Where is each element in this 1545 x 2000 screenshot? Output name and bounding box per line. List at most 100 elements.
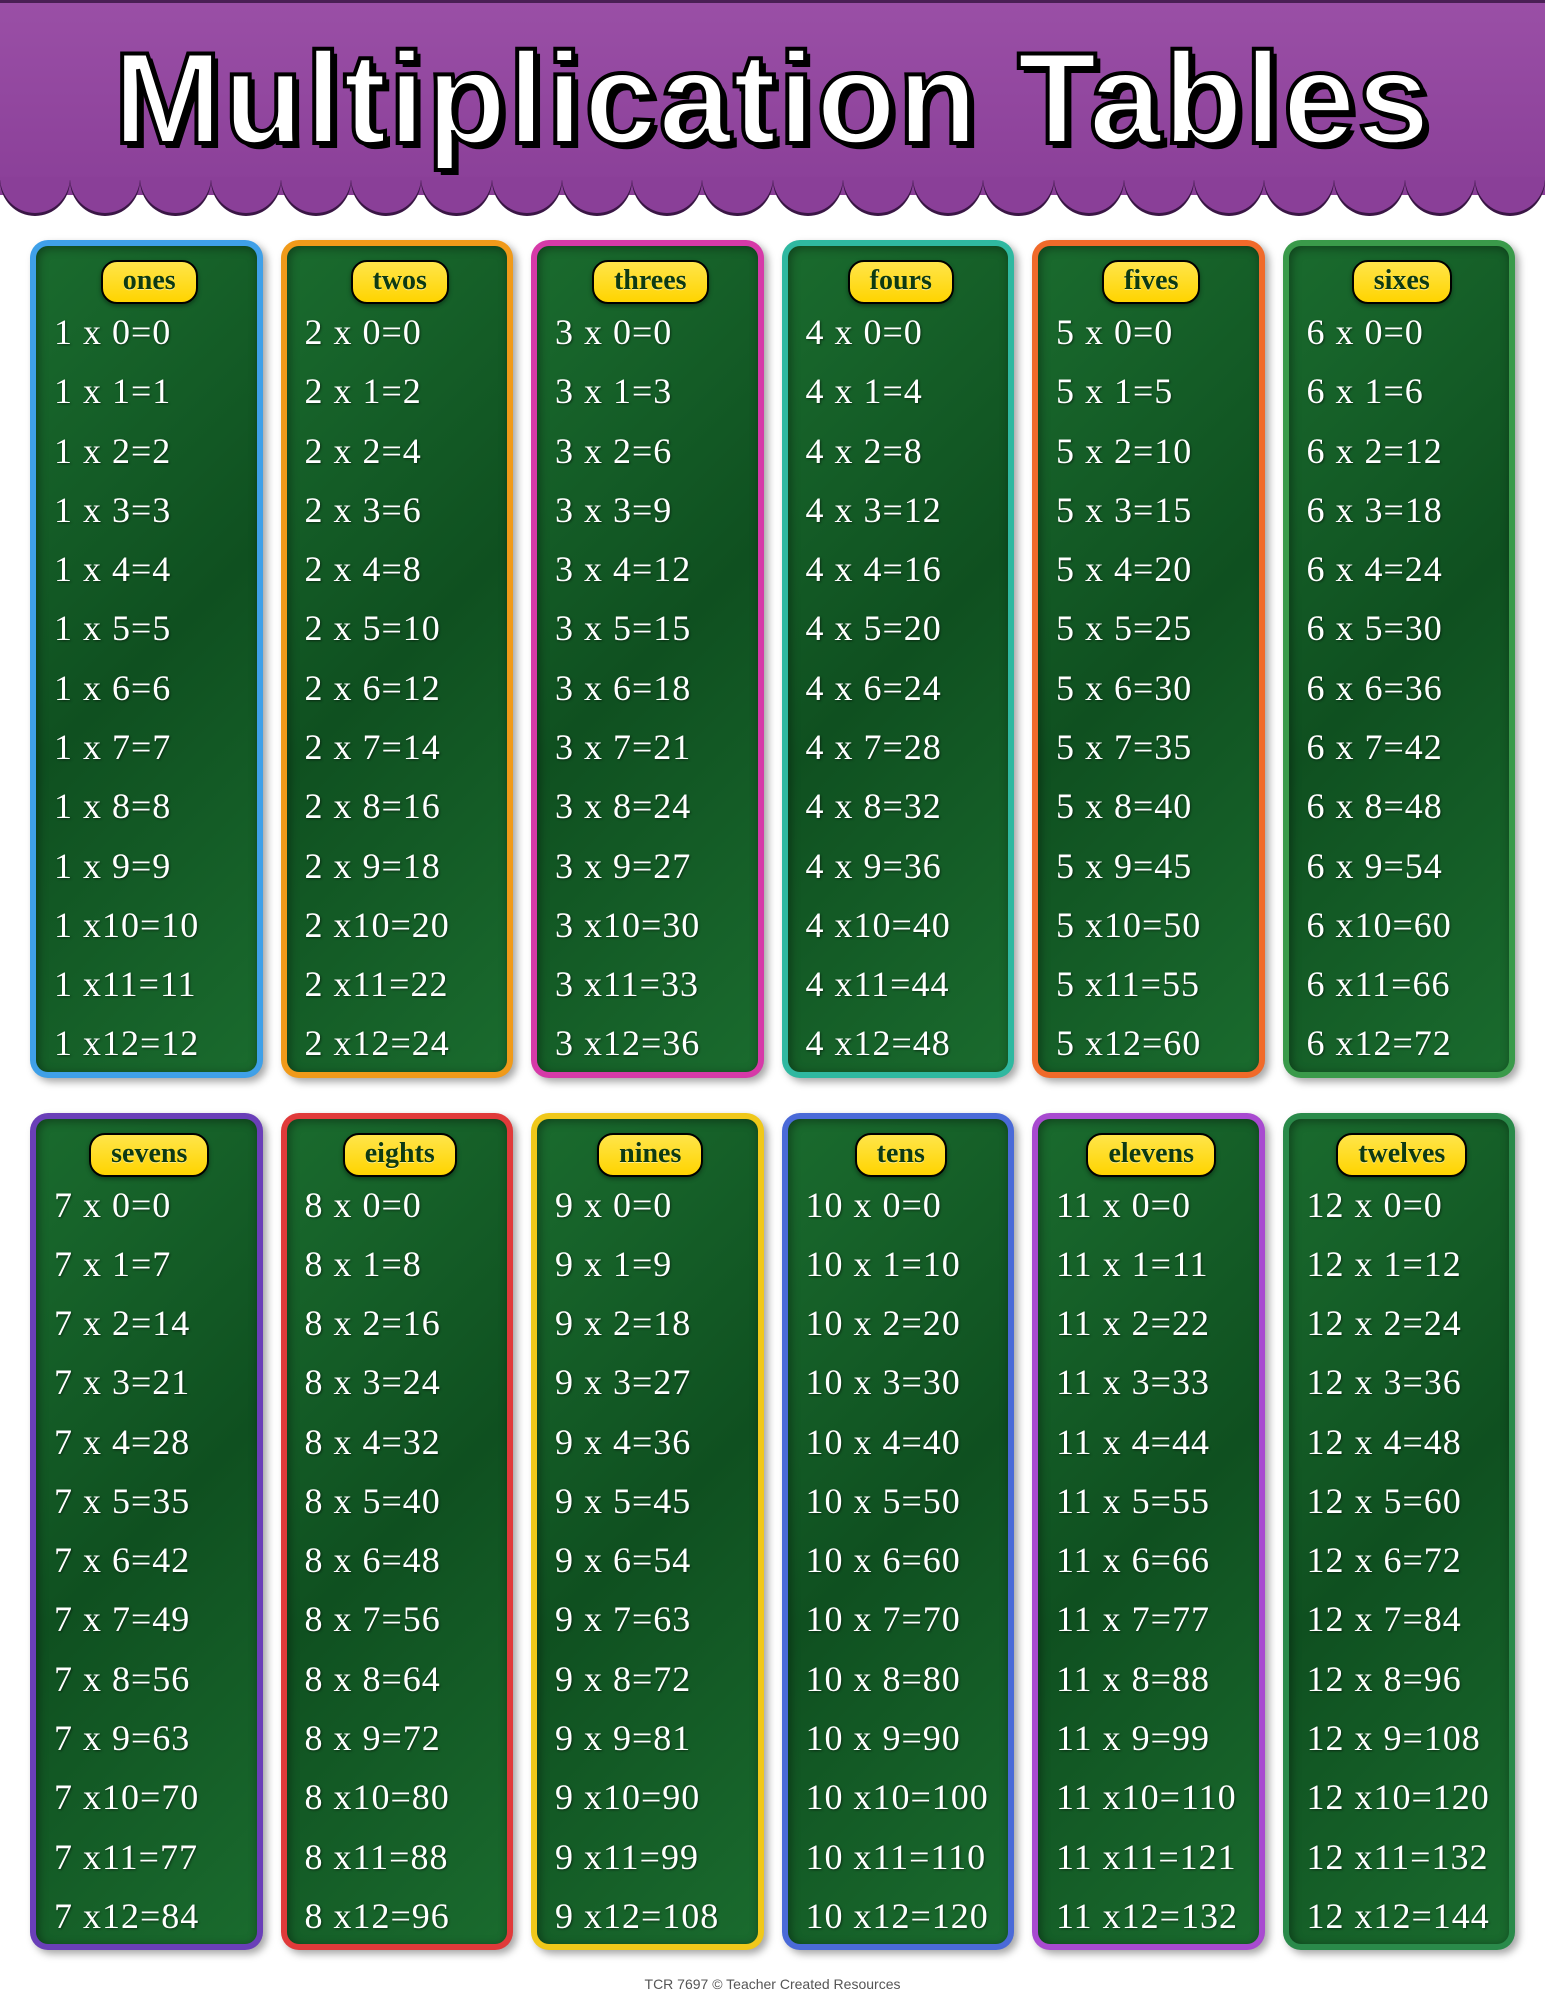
- equation: 12 x 3=36: [1307, 1364, 1498, 1400]
- equation: 7 x 1=7: [54, 1246, 245, 1282]
- equation: 7 x10=70: [54, 1779, 245, 1815]
- table-panel-threes: threes3 x 0=03 x 1=33 x 2=63 x 3=93 x 4=…: [531, 240, 764, 1078]
- chalkboard: fours4 x 0=04 x 1=44 x 2=84 x 3=124 x 4=…: [788, 246, 1009, 1072]
- equations-list: 10 x 0=010 x 1=1010 x 2=2010 x 3=3010 x …: [806, 1187, 997, 1935]
- equation: 10 x 9=90: [806, 1720, 997, 1756]
- table-label-badge: twos: [351, 260, 449, 304]
- equation: 12 x 6=72: [1307, 1542, 1498, 1578]
- equation: 9 x 3=27: [555, 1364, 746, 1400]
- chalkboard: nines 9 x 0=09 x 1=99 x 2=189 x 3=279 x 4…: [537, 1119, 758, 1945]
- equation: 7 x 4=28: [54, 1424, 245, 1460]
- equation: 2 x 9=18: [305, 848, 496, 884]
- table-label-badge: fives: [1102, 260, 1200, 304]
- equation: 3 x 0=0: [555, 314, 746, 350]
- page-title: Multiplication Tables: [113, 23, 1431, 173]
- header-banner: Multiplication Tables: [0, 0, 1545, 195]
- table-panel-sevens: sevens7 x 0=07 x 1=77 x 2=147 x 3=217 x …: [30, 1113, 263, 1951]
- equation: 4 x 7=28: [806, 729, 997, 765]
- equation: 6 x11=66: [1307, 966, 1498, 1002]
- equation: 4 x 2=8: [806, 433, 997, 469]
- equation: 1 x 2=2: [54, 433, 245, 469]
- equation: 5 x 6=30: [1056, 670, 1247, 706]
- equation: 11 x10=110: [1056, 1779, 1247, 1815]
- equation: 10 x 1=10: [806, 1246, 997, 1282]
- equation: 1 x 1=1: [54, 373, 245, 409]
- equation: 3 x 1=3: [555, 373, 746, 409]
- equation: 11 x 9=99: [1056, 1720, 1247, 1756]
- equation: 12 x 7=84: [1307, 1601, 1498, 1637]
- equation: 10 x 5=50: [806, 1483, 997, 1519]
- table-label-badge: nines: [597, 1133, 703, 1177]
- equation: 10 x 8=80: [806, 1661, 997, 1697]
- equation: 1 x 9=9: [54, 848, 245, 884]
- equation: 2 x 0=0: [305, 314, 496, 350]
- chalkboard: threes3 x 0=03 x 1=33 x 2=63 x 3=93 x 4=…: [537, 246, 758, 1072]
- equation: 6 x 9=54: [1307, 848, 1498, 884]
- equations-list: 11 x 0=011 x 1=1111 x 2=2211 x 3=3311 x …: [1056, 1187, 1247, 1935]
- equation: 2 x10=20: [305, 907, 496, 943]
- equation: 5 x 7=35: [1056, 729, 1247, 765]
- equation: 3 x 7=21: [555, 729, 746, 765]
- equation: 3 x 8=24: [555, 788, 746, 824]
- equation: 10 x 4=40: [806, 1424, 997, 1460]
- equation: 4 x 8=32: [806, 788, 997, 824]
- equation: 2 x 6=12: [305, 670, 496, 706]
- equation: 6 x 2=12: [1307, 433, 1498, 469]
- equation: 10 x10=100: [806, 1779, 997, 1815]
- equation: 10 x 7=70: [806, 1601, 997, 1637]
- table-panel-nines: nines 9 x 0=09 x 1=99 x 2=189 x 3=279 x 4…: [531, 1113, 764, 1951]
- equation: 8 x 3=24: [305, 1364, 496, 1400]
- equation: 9 x 8=72: [555, 1661, 746, 1697]
- table-panel-tens: tens10 x 0=010 x 1=1010 x 2=2010 x 3=301…: [782, 1113, 1015, 1951]
- equation: 9 x 6=54: [555, 1542, 746, 1578]
- equation: 5 x 5=25: [1056, 610, 1247, 646]
- equation: 4 x 4=16: [806, 551, 997, 587]
- equation: 12 x 4=48: [1307, 1424, 1498, 1460]
- equation: 3 x12=36: [555, 1025, 746, 1061]
- table-panel-elevens: elevens 11 x 0=011 x 1=1111 x 2=2211 x 3=…: [1032, 1113, 1265, 1951]
- equation: 1 x 3=3: [54, 492, 245, 528]
- table-label-badge: twelves: [1336, 1133, 1467, 1177]
- chalkboard: eights8 x 0=08 x 1=88 x 2=168 x 3=248 x …: [287, 1119, 508, 1945]
- equation: 7 x 5=35: [54, 1483, 245, 1519]
- equation: 5 x10=50: [1056, 907, 1247, 943]
- equations-list: 9 x 0=09 x 1=99 x 2=189 x 3=279 x 4=369 …: [555, 1187, 746, 1935]
- equation: 4 x11=44: [806, 966, 997, 1002]
- table-panel-sixes: sixes6 x 0=06 x 1=66 x 2=126 x 3=186 x 4…: [1283, 240, 1516, 1078]
- equations-list: 8 x 0=08 x 1=88 x 2=168 x 3=248 x 4=328 …: [305, 1187, 496, 1935]
- equation: 4 x 5=20: [806, 610, 997, 646]
- equation: 9 x 0=0: [555, 1187, 746, 1223]
- equation: 4 x 9=36: [806, 848, 997, 884]
- equation: 5 x11=55: [1056, 966, 1247, 1002]
- equation: 6 x10=60: [1307, 907, 1498, 943]
- equation: 11 x 7=77: [1056, 1601, 1247, 1637]
- equation: 7 x 0=0: [54, 1187, 245, 1223]
- equation: 3 x 9=27: [555, 848, 746, 884]
- equation: 10 x11=110: [806, 1839, 997, 1875]
- equation: 1 x12=12: [54, 1025, 245, 1061]
- equation: 8 x11=88: [305, 1839, 496, 1875]
- equation: 11 x 6=66: [1056, 1542, 1247, 1578]
- table-label-badge: tens: [855, 1133, 947, 1177]
- equation: 12 x 9=108: [1307, 1720, 1498, 1756]
- equation: 9 x12=108: [555, 1898, 746, 1934]
- table-label-badge: elevens: [1086, 1133, 1216, 1177]
- equation: 2 x 5=10: [305, 610, 496, 646]
- equation: 9 x 9=81: [555, 1720, 746, 1756]
- equation: 6 x 0=0: [1307, 314, 1498, 350]
- equation: 9 x 7=63: [555, 1601, 746, 1637]
- equation: 4 x10=40: [806, 907, 997, 943]
- equation: 1 x 0=0: [54, 314, 245, 350]
- equation: 5 x 4=20: [1056, 551, 1247, 587]
- equation: 11 x 5=55: [1056, 1483, 1247, 1519]
- equation: 1 x 8=8: [54, 788, 245, 824]
- table-panel-twos: twos2 x 0=02 x 1=22 x 2=42 x 3=62 x 4=82…: [281, 240, 514, 1078]
- table-panel-ones: ones1 x 0=01 x 1=11 x 2=21 x 3=31 x 4=41…: [30, 240, 263, 1078]
- equation: 12 x 8=96: [1307, 1661, 1498, 1697]
- equations-list: 4 x 0=04 x 1=44 x 2=84 x 3=124 x 4=164 x…: [806, 314, 997, 1062]
- equation: 7 x 8=56: [54, 1661, 245, 1697]
- equation: 10 x 2=20: [806, 1305, 997, 1341]
- equation: 9 x 5=45: [555, 1483, 746, 1519]
- equation: 9 x10=90: [555, 1779, 746, 1815]
- equation: 6 x12=72: [1307, 1025, 1498, 1061]
